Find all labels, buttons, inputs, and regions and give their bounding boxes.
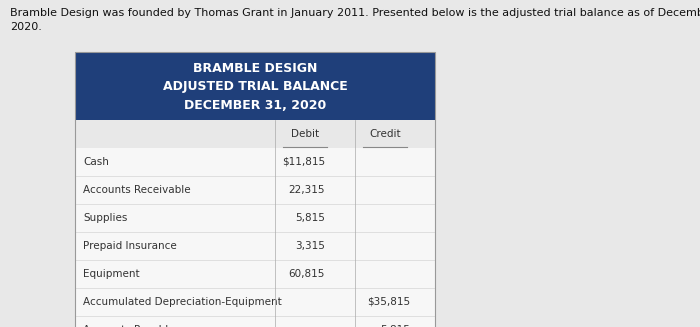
Text: $35,815: $35,815 — [367, 297, 410, 307]
Text: 22,315: 22,315 — [288, 185, 325, 195]
Bar — [75, 260, 435, 288]
Bar — [75, 316, 435, 327]
Text: 2020.: 2020. — [10, 22, 42, 32]
Text: DECEMBER 31, 2020: DECEMBER 31, 2020 — [184, 99, 326, 112]
Text: Prepaid Insurance: Prepaid Insurance — [83, 241, 176, 251]
Text: Accounts Receivable: Accounts Receivable — [83, 185, 190, 195]
Text: Equipment: Equipment — [83, 269, 139, 279]
Text: 3,315: 3,315 — [295, 241, 325, 251]
Text: $11,815: $11,815 — [282, 157, 325, 167]
Bar — [75, 232, 435, 260]
Text: Accounts Payable: Accounts Payable — [83, 325, 174, 327]
Text: ADJUSTED TRIAL BALANCE: ADJUSTED TRIAL BALANCE — [162, 80, 347, 93]
Text: Debit: Debit — [291, 129, 319, 139]
Text: 5,815: 5,815 — [380, 325, 410, 327]
Text: Supplies: Supplies — [83, 213, 127, 223]
Text: Credit: Credit — [369, 129, 401, 139]
Bar — [75, 288, 435, 316]
Text: 5,815: 5,815 — [295, 213, 325, 223]
Text: Accumulated Depreciation-Equipment: Accumulated Depreciation-Equipment — [83, 297, 281, 307]
Bar — [75, 120, 435, 148]
Bar — [75, 176, 435, 204]
Bar — [75, 204, 435, 232]
Bar — [75, 148, 435, 176]
Bar — [75, 52, 435, 327]
Text: BRAMBLE DESIGN: BRAMBLE DESIGN — [193, 62, 317, 75]
Bar — [75, 52, 435, 120]
Text: Bramble Design was founded by Thomas Grant in January 2011. Presented below is t: Bramble Design was founded by Thomas Gra… — [10, 8, 700, 18]
Text: Cash: Cash — [83, 157, 109, 167]
Text: 60,815: 60,815 — [288, 269, 325, 279]
